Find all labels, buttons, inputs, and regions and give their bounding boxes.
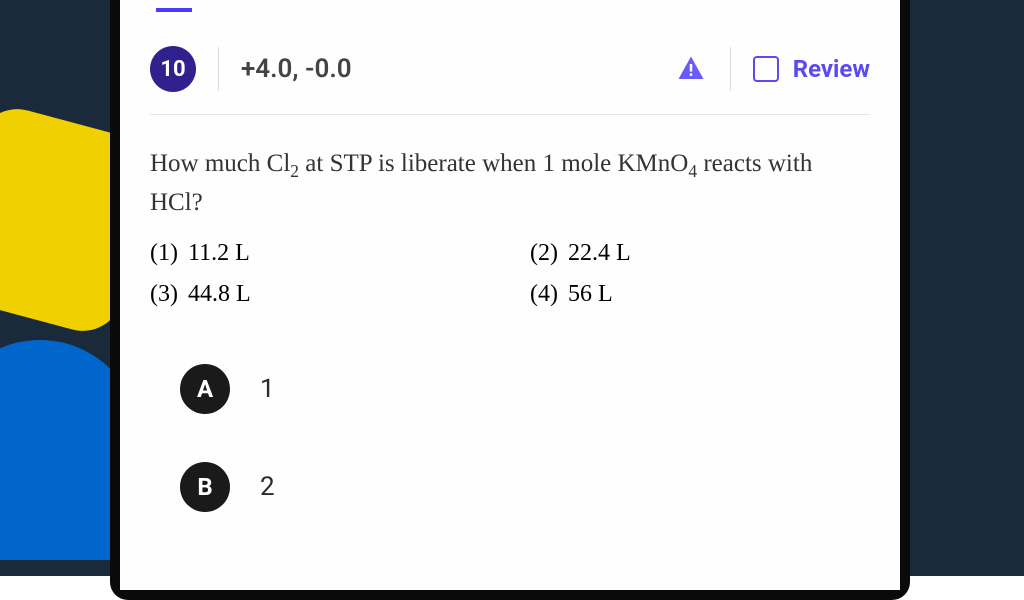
option-4: (4) 56 L [530,281,870,308]
divider [218,47,219,91]
answer-choice-b[interactable]: B 2 [180,462,870,512]
answer-letter-badge: A [180,364,230,414]
marks-text: +4.0, -0.0 [241,54,652,84]
option-text: 56 L [568,281,613,308]
option-number: (1) [150,240,178,267]
question-text: How much Cl2 at STP is liberate when 1 m… [150,145,870,222]
options-grid: (1) 11.2 L (2) 22.4 L (3) 44.8 L (4) 56 … [150,240,870,308]
divider [730,47,731,91]
option-text: 22.4 L [568,240,631,267]
review-toggle[interactable]: Review [753,55,870,83]
review-checkbox[interactable] [753,56,779,82]
option-number: (4) [530,281,558,308]
option-number: (2) [530,240,558,267]
option-text: 44.8 L [188,281,251,308]
answer-label: 2 [260,472,275,502]
active-tab-indicator [156,8,192,12]
option-text: 11.2 L [188,240,250,267]
question-number-badge: 10 [150,46,196,92]
option-number: (3) [150,281,178,308]
option-1: (1) 11.2 L [150,240,490,267]
question-header: 10 +4.0, -0.0 Review [150,46,870,115]
answer-choices: A 1 B 2 [150,364,870,512]
phone-frame: 10 +4.0, -0.0 Review How much Cl2 at STP… [110,0,910,600]
answer-choice-a[interactable]: A 1 [180,364,870,414]
app-screen: 10 +4.0, -0.0 Review How much Cl2 at STP… [120,0,900,590]
warning-icon[interactable] [674,52,708,86]
answer-letter-badge: B [180,462,230,512]
option-2: (2) 22.4 L [530,240,870,267]
review-label: Review [793,55,870,83]
answer-label: 1 [260,374,275,404]
option-3: (3) 44.8 L [150,281,490,308]
